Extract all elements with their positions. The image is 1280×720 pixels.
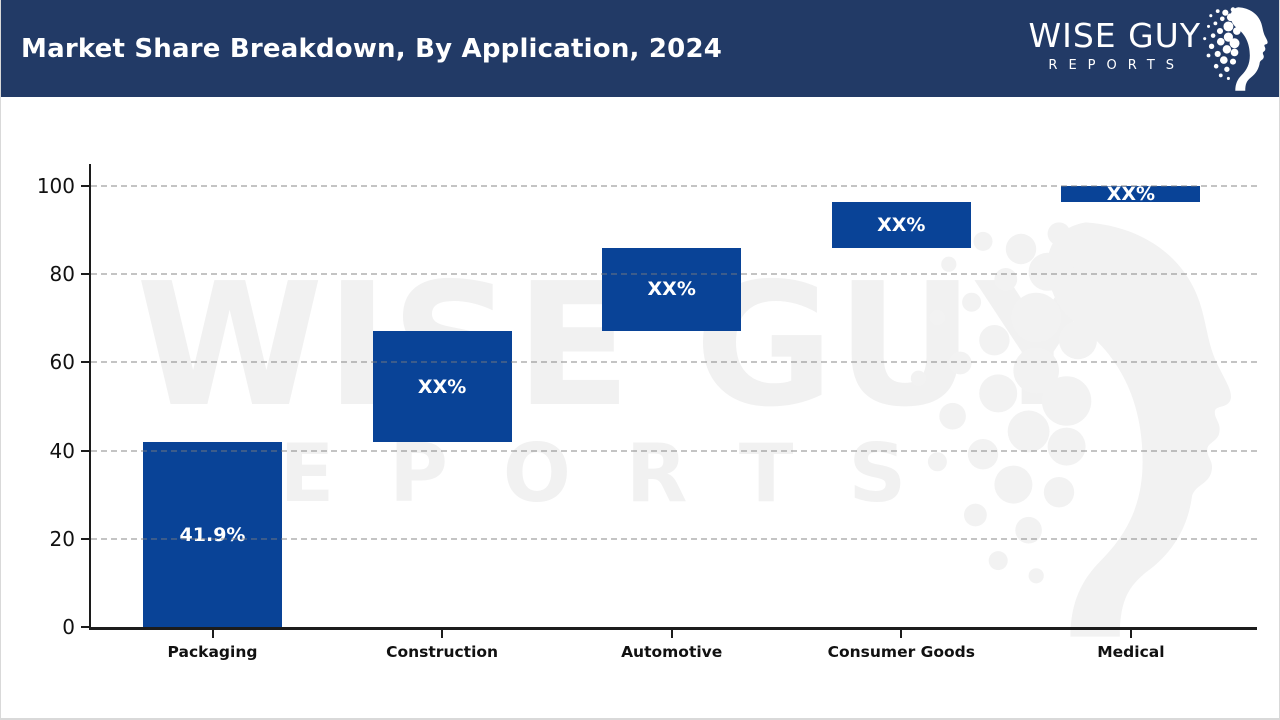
bar-value-label: XX% bbox=[877, 213, 926, 236]
gridline-40 bbox=[91, 449, 1257, 452]
bar-packaging bbox=[143, 442, 282, 627]
logo-subtitle: REPORTS bbox=[1048, 58, 1186, 73]
x-axis-spine bbox=[89, 627, 1257, 630]
y-tick-label: 60 bbox=[49, 350, 75, 375]
y-tick-label: 40 bbox=[49, 438, 75, 463]
bar-medical bbox=[1061, 186, 1201, 202]
bar-construction bbox=[372, 331, 512, 443]
x-tick-label: Packaging bbox=[167, 643, 258, 661]
header-bar: Market Share Breakdown, By Application, … bbox=[1, 0, 1279, 97]
watermark-head-icon bbox=[910, 222, 1232, 637]
gridline-80 bbox=[91, 273, 1257, 276]
y-tick-mark bbox=[81, 449, 89, 452]
y-tick-label: 0 bbox=[62, 615, 75, 639]
watermark-text-line2: REPORTS bbox=[163, 427, 962, 520]
y-tick-mark bbox=[81, 273, 89, 276]
logo-head-icon bbox=[1203, 7, 1268, 91]
y-tick-label: 20 bbox=[49, 526, 75, 551]
x-tick-mark bbox=[1129, 630, 1132, 638]
bar-value-label: 41.9% bbox=[179, 523, 246, 546]
y-tick-mark bbox=[81, 361, 89, 364]
gridline-20 bbox=[91, 537, 1257, 540]
bar-value-label: XX% bbox=[417, 375, 467, 398]
bar-value-label: XX% bbox=[1106, 182, 1156, 205]
y-tick-mark bbox=[81, 537, 89, 540]
gridline-100 bbox=[91, 185, 1257, 187]
x-tick-label: Automotive bbox=[621, 643, 723, 661]
chart-title: Market Share Breakdown, By Application, … bbox=[21, 33, 723, 64]
y-tick-mark bbox=[81, 185, 89, 187]
y-axis-spine bbox=[89, 163, 91, 630]
x-tick-label: Consumer Goods bbox=[827, 643, 975, 661]
logo-wordmark: WISE GUY bbox=[1028, 16, 1201, 55]
wise-guy-logo: WISE GUY REPORTS bbox=[1011, 0, 1273, 97]
x-tick-mark bbox=[900, 630, 903, 638]
bar-automotive bbox=[602, 247, 742, 332]
bar-value-label: XX% bbox=[647, 278, 696, 301]
y-tick-mark bbox=[81, 626, 89, 628]
chart-area: WISE GUY REPORTS 02040608010041.9%41.9%P… bbox=[1, 97, 1279, 718]
y-tick-label: 80 bbox=[49, 262, 75, 287]
y-tick-label: 100 bbox=[36, 174, 75, 198]
x-tick-mark bbox=[670, 630, 673, 638]
x-tick-mark bbox=[441, 630, 444, 638]
x-tick-mark bbox=[211, 630, 214, 638]
logo-text: WISE GUY REPORTS bbox=[1028, 16, 1201, 73]
bar-consumer-goods bbox=[831, 201, 971, 248]
x-tick-label: Medical bbox=[1097, 643, 1165, 661]
gridline-60 bbox=[91, 361, 1257, 364]
x-tick-label: Construction bbox=[386, 643, 499, 661]
